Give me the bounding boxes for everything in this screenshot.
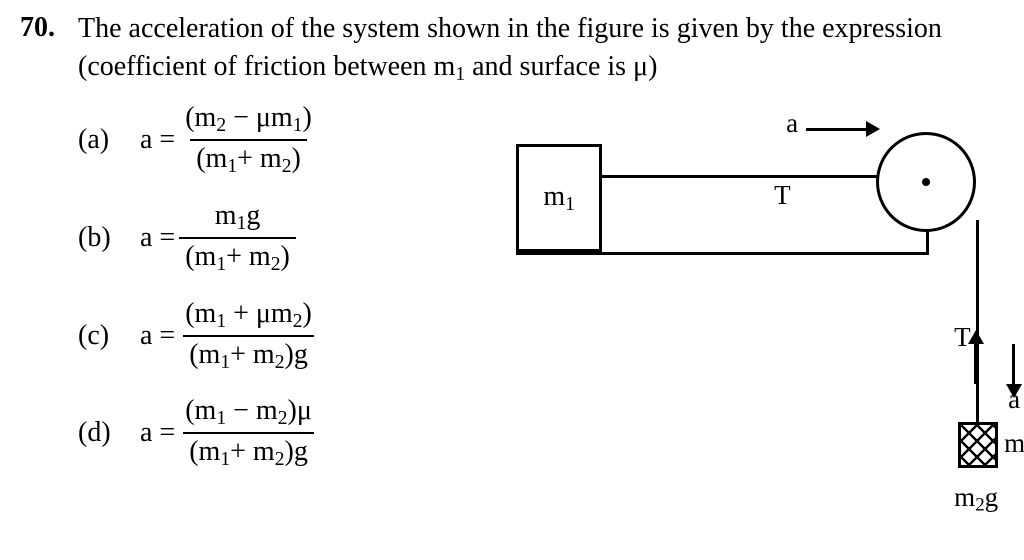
tension-label-horizontal: T	[774, 180, 791, 211]
option-b-denominator: (m1+ m2)	[179, 237, 296, 276]
option-d-label: (d)	[78, 417, 122, 449]
option-c: (c) a = (m1 + μm2) (m1+ m2)g	[78, 298, 496, 374]
option-d: (d) a = (m1 − m2)μ (m1+ m2)g	[78, 395, 496, 471]
mass-2-label: m2	[1004, 428, 1024, 463]
option-b: (b) a = m1g (m1+ m2)	[78, 200, 496, 276]
option-a-numerator: (m2 − μm1)	[179, 102, 318, 139]
option-c-numerator: (m1 + μm2)	[179, 298, 318, 335]
pulley-axle	[922, 178, 930, 186]
option-b-numerator: m1g	[209, 200, 267, 237]
mass-1-block: m1	[516, 144, 602, 252]
option-b-equation: a = m1g (m1+ m2)	[140, 200, 296, 276]
mass-2-block	[958, 422, 998, 468]
option-d-lhs: a =	[140, 417, 175, 449]
option-d-equation: a = (m1 − m2)μ (m1+ m2)g	[140, 395, 318, 471]
option-c-lhs: a =	[140, 320, 175, 352]
pulley	[876, 132, 976, 232]
page: 70. The acceleration of the system shown…	[0, 0, 1024, 560]
option-d-fraction: (m1 − m2)μ (m1+ m2)g	[179, 395, 318, 471]
horizontal-surface	[516, 252, 926, 255]
diagram: m1 a T T a m2 m2g	[506, 102, 1004, 522]
question-number: 70.	[20, 10, 60, 46]
acceleration-label-side: a	[1008, 384, 1020, 415]
question-text: The acceleration of the system shown in …	[78, 10, 1004, 88]
option-d-denominator: (m1+ m2)g	[183, 432, 314, 471]
option-a-equation: a = (m2 − μm1) (m1+ m2)	[140, 102, 318, 178]
question-row: 70. The acceleration of the system shown…	[20, 10, 1004, 88]
acceleration-label-top: a	[786, 108, 798, 139]
weight-label: m2g	[954, 482, 998, 517]
tension-label-vertical: T	[954, 322, 971, 353]
vertical-string	[976, 220, 979, 422]
option-b-label: (b)	[78, 222, 122, 254]
arrow-up-icon	[972, 330, 984, 384]
horizontal-string	[602, 175, 890, 178]
option-a-fraction: (m2 − μm1) (m1+ m2)	[179, 102, 318, 178]
option-a-label: (a)	[78, 124, 122, 156]
content-row: (a) a = (m2 − μm1) (m1+ m2) (b) a = m1g …	[20, 102, 1004, 522]
option-a-lhs: a =	[140, 124, 175, 156]
mass-1-label: m1	[543, 181, 575, 216]
option-c-fraction: (m1 + μm2) (m1+ m2)g	[179, 298, 318, 374]
option-b-fraction: m1g (m1+ m2)	[179, 200, 296, 276]
option-b-lhs: a =	[140, 222, 175, 254]
option-c-equation: a = (m1 + μm2) (m1+ m2)g	[140, 298, 318, 374]
option-d-numerator: (m1 − m2)μ	[179, 395, 318, 432]
option-c-label: (c)	[78, 320, 122, 352]
options: (a) a = (m2 − μm1) (m1+ m2) (b) a = m1g …	[78, 102, 496, 522]
arrow-right-icon	[806, 120, 880, 138]
option-c-denominator: (m1+ m2)g	[183, 335, 314, 374]
option-a: (a) a = (m2 − μm1) (m1+ m2)	[78, 102, 496, 178]
option-a-denominator: (m1+ m2)	[190, 139, 307, 178]
